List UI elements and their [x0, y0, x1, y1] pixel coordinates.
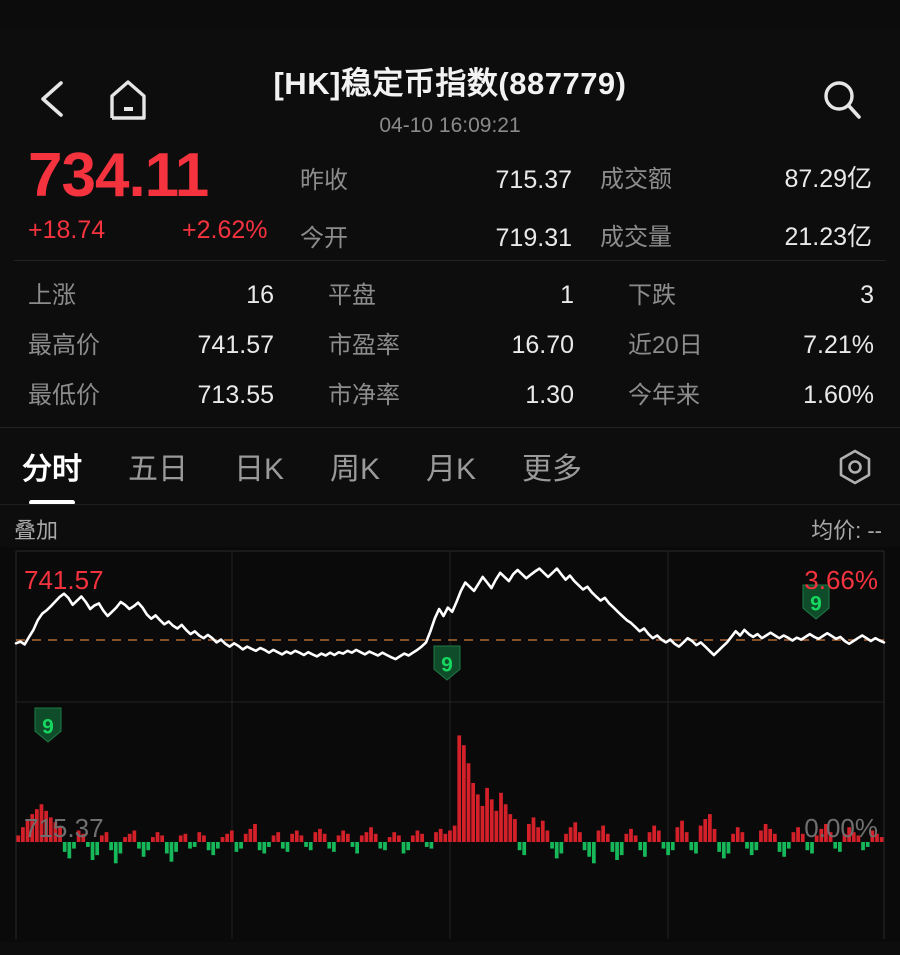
stat-value: 1.60%: [803, 380, 874, 409]
app-header: [HK]稳定币指数(887779) 04-10 16:09:21: [0, 28, 900, 137]
last-price: 734.11: [28, 141, 209, 210]
search-icon[interactable]: [818, 76, 866, 124]
quote-pair: 成交量 21.23亿: [600, 217, 900, 253]
quote-pair-value: 21.23亿: [784, 223, 872, 251]
svg-text:9: 9: [441, 654, 453, 677]
quote-summary: 734.11 +18.74 +2.62% 昨收 715.37 成交额 87.29…: [0, 134, 900, 260]
quote-pair-label: 昨收: [300, 166, 348, 194]
stat-cell: 市净率 1.30: [300, 375, 600, 410]
chart-signal-marker: 9: [34, 707, 62, 743]
gear-icon[interactable]: [836, 448, 874, 486]
quote-row: 昨收 715.37 成交额 87.29亿: [300, 148, 900, 206]
stats-row: 上涨 16 平盘 1 下跌 3: [0, 267, 900, 317]
stat-value: 741.57: [197, 330, 274, 359]
price-deltas: +18.74 +2.62%: [0, 216, 290, 248]
overlay-bar: 叠加 均价: --: [0, 504, 900, 547]
price-change-percent: +2.62%: [182, 216, 268, 244]
stat-label: 市净率: [328, 381, 400, 409]
quote-pair: 今开 719.31: [300, 218, 600, 253]
stat-value: 16.70: [511, 330, 574, 359]
stat-label: 下跌: [628, 281, 676, 309]
stats-row: 最高价 741.57 市盈率 16.70 近20日 7.21%: [0, 317, 900, 367]
quote-row: 今开 719.31 成交量 21.23亿: [300, 206, 900, 264]
stat-label: 最低价: [28, 381, 100, 409]
tab-weekly-k[interactable]: 周K: [330, 453, 381, 486]
quote-pair-value: 719.31: [495, 223, 572, 252]
tab-five-day[interactable]: 五日: [128, 453, 188, 486]
stat-label: 近20日: [628, 331, 703, 359]
stat-value: 7.21%: [803, 330, 874, 359]
stat-value: 16: [246, 280, 274, 309]
tab-daily-k[interactable]: 日K: [234, 453, 285, 486]
chart-tabs: 分时 五日 日K 周K 月K 更多: [0, 427, 900, 504]
chart-signal-marker: 9: [802, 584, 830, 620]
svg-text:9: 9: [42, 716, 54, 739]
home-icon[interactable]: [104, 78, 152, 122]
stat-cell: 近20日 7.21%: [600, 325, 900, 360]
price-change: +18.74: [28, 216, 106, 244]
stat-cell: 今年来 1.60%: [600, 375, 900, 410]
quote-pair-label: 成交量: [600, 224, 672, 251]
stat-label: 今年来: [628, 381, 700, 409]
stats-grid: 上涨 16 平盘 1 下跌 3 最高价 741.57 市盈率 16.70 近20: [0, 261, 900, 427]
svg-text:9: 9: [810, 593, 822, 616]
stats-row: 最低价 713.55 市净率 1.30 今年来 1.60%: [0, 367, 900, 417]
status-bar: [0, 0, 900, 28]
stat-cell: 上涨 16: [0, 275, 300, 310]
quote-pair-value: 87.29亿: [784, 165, 872, 193]
quote-pair-value: 715.37: [495, 165, 572, 194]
quote-pair: 成交额 87.29亿: [600, 159, 900, 195]
tab-monthly-k[interactable]: 月K: [426, 453, 477, 486]
stat-label: 市盈率: [328, 331, 400, 359]
tab-fenshi[interactable]: 分时: [22, 444, 82, 488]
quote-pair: 昨收 715.37: [300, 160, 600, 195]
stat-label: 平盘: [328, 281, 376, 309]
overlay-toggle[interactable]: 叠加: [14, 518, 59, 543]
stat-cell: 平盘 1: [300, 275, 600, 310]
stat-value: 1: [560, 280, 574, 309]
quote-key-values: 昨收 715.37 成交额 87.29亿 今开 719.31 成交量 21.23…: [300, 148, 900, 264]
average-price-readout: 均价: --: [811, 518, 882, 543]
stat-label: 最高价: [28, 331, 100, 359]
chart-signal-marker: 9: [433, 645, 461, 681]
tab-list: 分时 五日 日K 周K 月K 更多: [0, 428, 900, 504]
stat-label: 上涨: [28, 281, 76, 309]
quote-pair-label: 成交额: [600, 166, 672, 193]
stat-value: 1.30: [525, 380, 574, 409]
stat-value: 3: [860, 280, 874, 309]
stat-value: 713.55: [197, 380, 274, 409]
chart-canvas: 9 9 9: [14, 550, 886, 939]
price-column: 734.11 +18.74 +2.62%: [0, 140, 290, 248]
stat-cell: 最低价 713.55: [0, 375, 300, 410]
divider: [14, 260, 886, 261]
stat-cell: 最高价 741.57: [0, 325, 300, 360]
stat-cell: 市盈率 16.70: [300, 325, 600, 360]
tab-more[interactable]: 更多: [522, 453, 583, 486]
stat-cell: 下跌 3: [600, 275, 900, 310]
back-icon[interactable]: [34, 76, 74, 122]
quote-pair-label: 今开: [300, 224, 348, 252]
